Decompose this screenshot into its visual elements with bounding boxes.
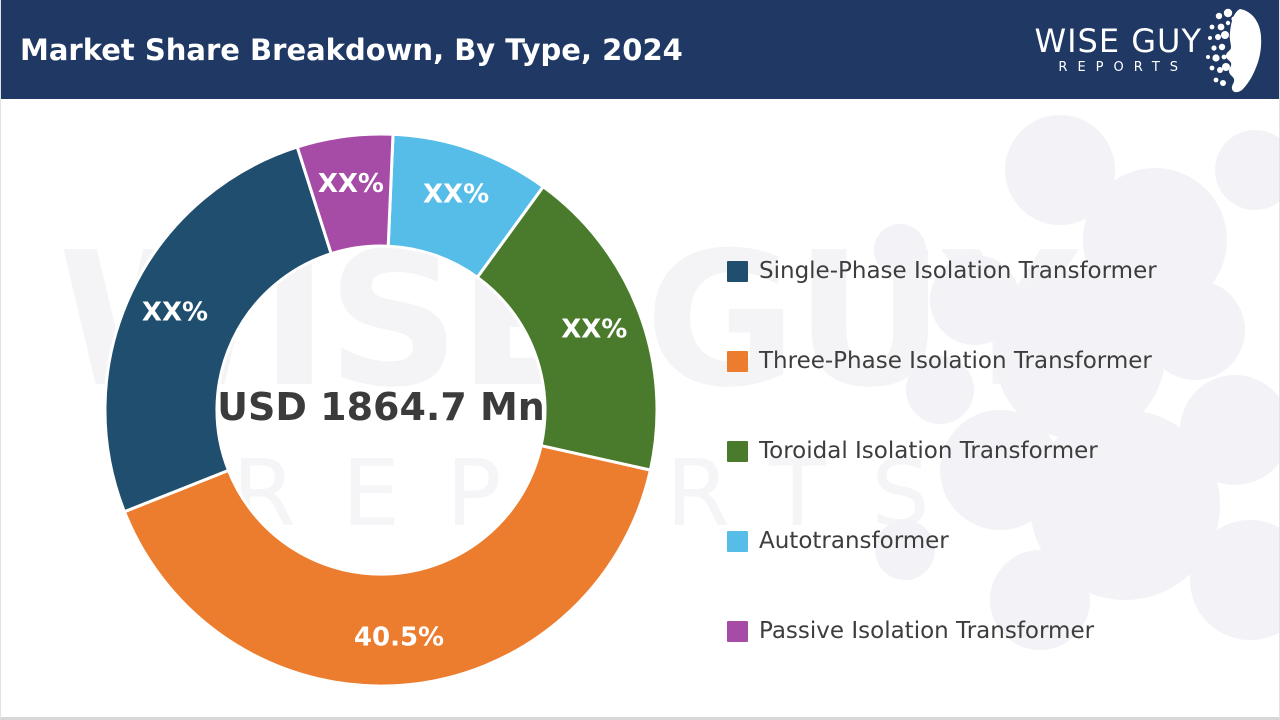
donut-segment bbox=[295, 132, 395, 256]
legend-item-three-phase: Three-Phase Isolation Transformer bbox=[727, 348, 1157, 374]
legend-label: Single-Phase Isolation Transformer bbox=[759, 258, 1157, 284]
logo-face-icon bbox=[1206, 8, 1262, 92]
legend-swatch-single-phase bbox=[727, 260, 748, 282]
donut-segment bbox=[103, 145, 333, 514]
legend-item-autotransformer: Autotransformer bbox=[727, 528, 1157, 554]
legend-swatch-three-phase bbox=[727, 350, 748, 372]
legend: Single-Phase Isolation Transformer Three… bbox=[727, 258, 1157, 708]
donut-segment bbox=[122, 444, 652, 688]
legend-swatch-passive bbox=[727, 620, 748, 642]
legend-item-single-phase: Single-Phase Isolation Transformer bbox=[727, 258, 1157, 284]
donut-segment bbox=[475, 185, 659, 472]
legend-label: Three-Phase Isolation Transformer bbox=[759, 348, 1152, 374]
wiseguy-logo: WISE GUY REPORTS bbox=[1034, 6, 1266, 94]
legend-swatch-toroidal bbox=[727, 440, 748, 462]
header-bar: Market Share Breakdown, By Type, 2024 WI… bbox=[0, 0, 1280, 99]
slice-label: XX% bbox=[423, 180, 489, 210]
legend-label: Autotransformer bbox=[759, 528, 949, 554]
legend-item-toroidal: Toroidal Isolation Transformer bbox=[727, 438, 1157, 464]
page-title: Market Share Breakdown, By Type, 2024 bbox=[20, 32, 683, 67]
slice-label: 40.5% bbox=[354, 622, 444, 652]
logo-reports-text: REPORTS bbox=[1058, 60, 1189, 75]
slice-label: XX% bbox=[318, 169, 384, 199]
donut-center-value: USD 1864.7 Mn bbox=[217, 385, 545, 429]
legend-label: Toroidal Isolation Transformer bbox=[759, 438, 1098, 464]
slice-label: XX% bbox=[142, 297, 208, 327]
slice-label: XX% bbox=[561, 314, 627, 344]
logo-text: WISE GUY REPORTS bbox=[1034, 25, 1202, 74]
legend-item-passive: Passive Isolation Transformer bbox=[727, 618, 1157, 644]
legend-swatch-autotransformer bbox=[727, 530, 748, 552]
logo-wiseguy-text: WISE GUY bbox=[1034, 22, 1202, 60]
legend-label: Passive Isolation Transformer bbox=[759, 618, 1095, 644]
